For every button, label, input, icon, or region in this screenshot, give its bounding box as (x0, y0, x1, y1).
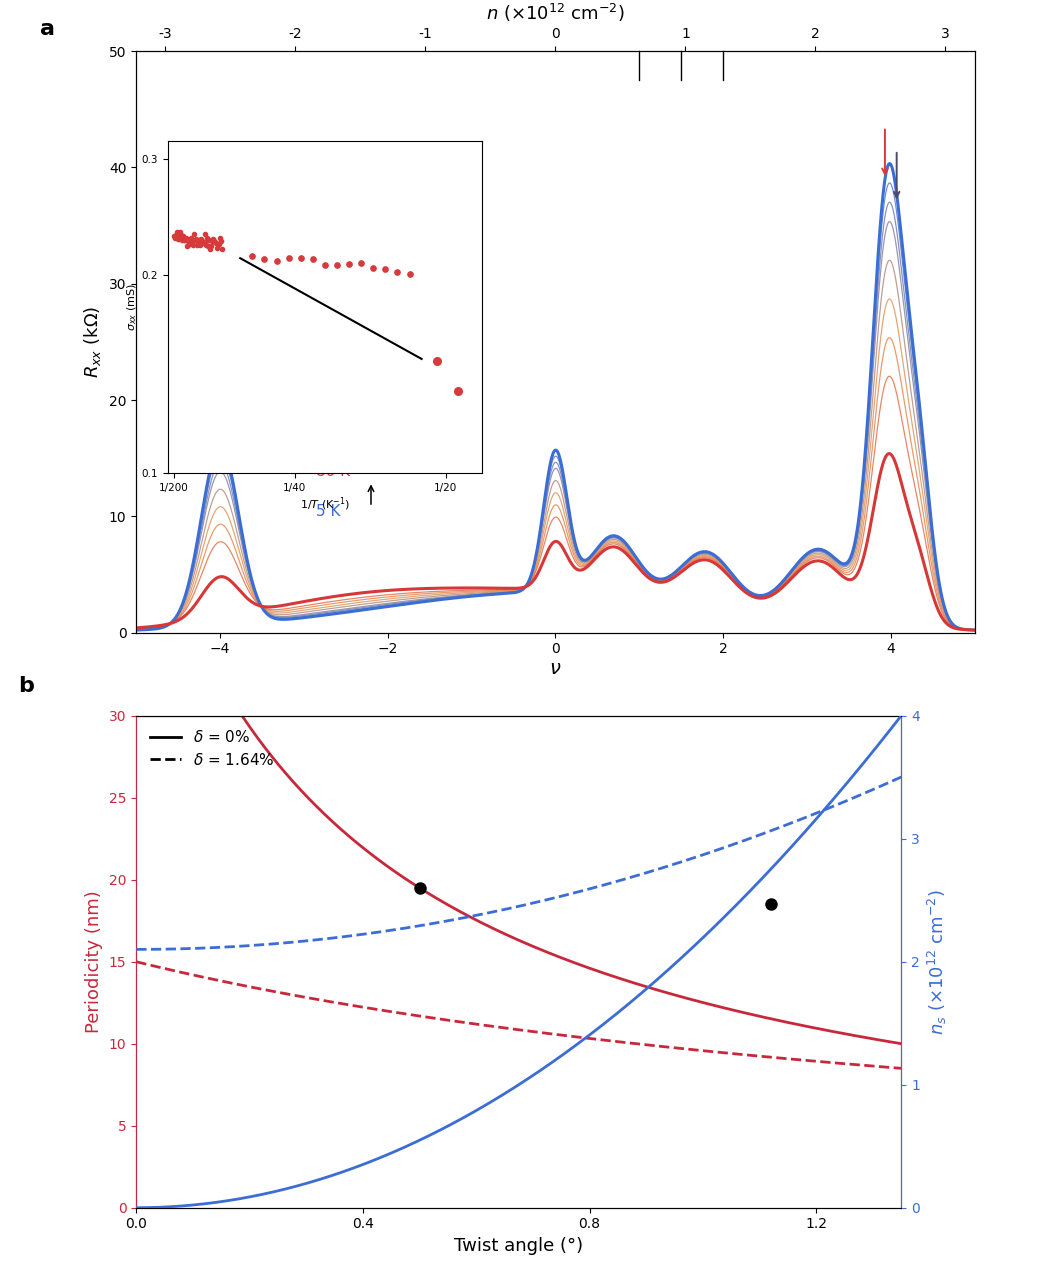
X-axis label: $n$ ($\times$10$^{12}$ cm$^{-2}$): $n$ ($\times$10$^{12}$ cm$^{-2}$) (486, 3, 625, 24)
Text: a: a (40, 19, 54, 40)
Text: 5 K: 5 K (316, 505, 341, 519)
Text: b: b (18, 676, 34, 697)
X-axis label: $1/T$ (K$^{-1}$): $1/T$ (K$^{-1}$) (300, 496, 350, 512)
Text: 80 K: 80 K (316, 464, 351, 478)
Y-axis label: Periodicity (nm): Periodicity (nm) (85, 891, 104, 1033)
Y-axis label: $n_s$ ($\times$10$^{12}$ cm$^{-2}$): $n_s$ ($\times$10$^{12}$ cm$^{-2}$) (925, 888, 948, 1035)
X-axis label: $\nu$: $\nu$ (549, 659, 562, 679)
Y-axis label: $\sigma_{xx}$ (mS): $\sigma_{xx}$ (mS) (125, 282, 138, 331)
Y-axis label: $R_{xx}$ (k$\Omega$): $R_{xx}$ (k$\Omega$) (83, 305, 104, 378)
X-axis label: Twist angle (°): Twist angle (°) (454, 1237, 584, 1255)
Legend: $\delta$ = 0%, $\delta$ = 1.64%: $\delta$ = 0%, $\delta$ = 1.64% (144, 723, 281, 773)
